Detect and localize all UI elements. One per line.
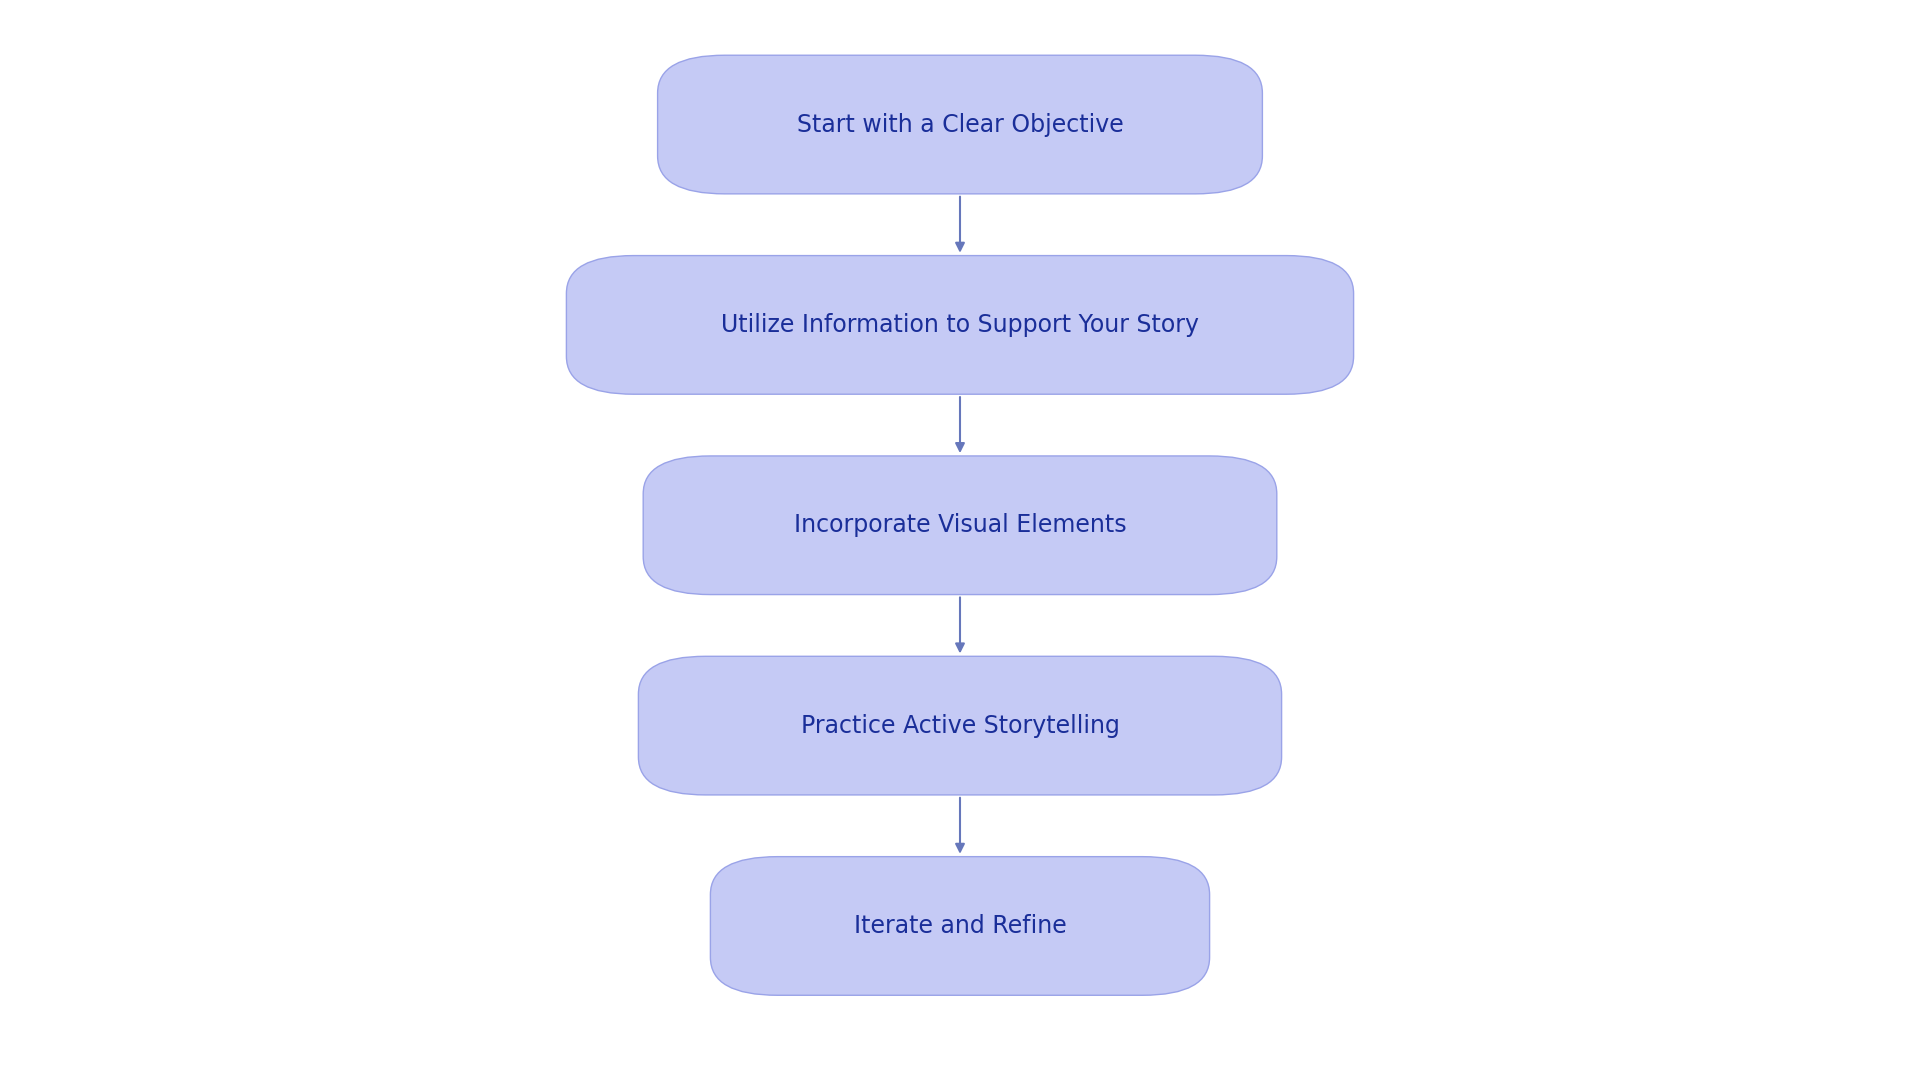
FancyBboxPatch shape xyxy=(566,256,1354,394)
Text: Incorporate Visual Elements: Incorporate Visual Elements xyxy=(793,513,1127,537)
Text: Practice Active Storytelling: Practice Active Storytelling xyxy=(801,714,1119,738)
Text: Utilize Information to Support Your Story: Utilize Information to Support Your Stor… xyxy=(722,313,1198,337)
FancyBboxPatch shape xyxy=(710,857,1210,995)
FancyBboxPatch shape xyxy=(657,55,1263,194)
Text: Start with a Clear Objective: Start with a Clear Objective xyxy=(797,113,1123,136)
Text: Iterate and Refine: Iterate and Refine xyxy=(854,914,1066,938)
FancyBboxPatch shape xyxy=(637,656,1283,795)
FancyBboxPatch shape xyxy=(643,456,1277,595)
